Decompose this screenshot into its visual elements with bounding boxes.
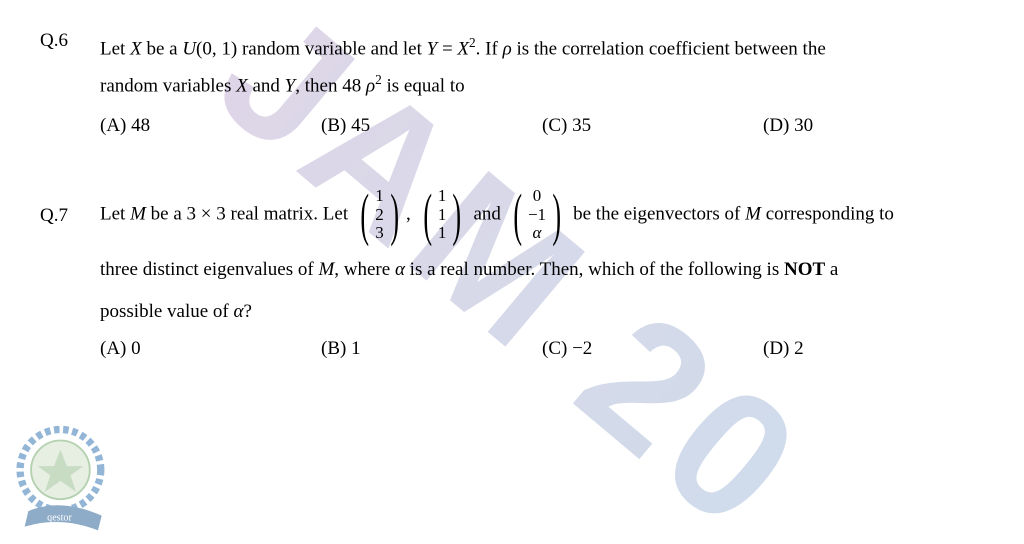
exponent: 2 bbox=[469, 35, 476, 50]
q6-option-d: (D) 30 bbox=[763, 115, 984, 137]
v1-1: 2 bbox=[375, 206, 384, 225]
v1-2: 3 bbox=[375, 224, 384, 243]
text: and bbox=[248, 76, 285, 97]
svg-text:qestor: qestor bbox=[47, 512, 72, 523]
text: = bbox=[437, 38, 457, 59]
text: . If bbox=[476, 38, 503, 59]
paren-right: ) bbox=[390, 192, 399, 238]
text: , where bbox=[334, 259, 395, 280]
exponent: 2 bbox=[375, 72, 382, 87]
text: is the correlation coefficient between t… bbox=[512, 38, 826, 59]
rho: ρ bbox=[503, 38, 512, 59]
text: Let bbox=[100, 38, 130, 59]
var-Y: Y bbox=[285, 76, 296, 97]
q6-option-b: (B) 45 bbox=[321, 115, 542, 137]
paren-right: ) bbox=[453, 192, 462, 238]
q7-options: (A) 0 (B) 1 (C) −2 (D) 2 bbox=[100, 338, 984, 360]
var-M: M bbox=[745, 203, 761, 224]
var-X: X bbox=[236, 76, 248, 97]
text: , bbox=[406, 203, 416, 224]
paren-left: ( bbox=[360, 192, 369, 238]
text: be a bbox=[142, 38, 183, 59]
var-X2: X bbox=[457, 38, 469, 59]
text: Let bbox=[100, 203, 130, 224]
paren-right: ) bbox=[552, 192, 561, 238]
text: , then 48 bbox=[295, 76, 366, 97]
text: three distinct eigenvalues of bbox=[100, 259, 318, 280]
rho: ρ bbox=[366, 76, 375, 97]
q6-body: Let X be a U(0, 1) random variable and l… bbox=[100, 30, 984, 105]
paren-left: ( bbox=[423, 192, 432, 238]
v2-2: 1 bbox=[438, 224, 447, 243]
v3-0: 0 bbox=[533, 187, 542, 206]
text: be a 3 × 3 real matrix. Let bbox=[146, 203, 353, 224]
q6-option-a: (A) 48 bbox=[100, 115, 321, 137]
q7-number: Q.7 bbox=[40, 187, 100, 227]
text: (0, 1) random variable and let bbox=[196, 38, 427, 59]
v3-1: −1 bbox=[528, 206, 546, 225]
text: is a real number. Then, which of the fol… bbox=[405, 259, 784, 280]
q7-body: Let M be a 3 × 3 real matrix. Let ( 1 2 … bbox=[100, 187, 984, 328]
var-M: M bbox=[130, 203, 146, 224]
q6-option-c: (C) 35 bbox=[542, 115, 763, 137]
text: is equal to bbox=[382, 76, 465, 97]
text: random variables bbox=[100, 76, 236, 97]
var-Y: Y bbox=[427, 38, 438, 59]
text: a bbox=[825, 259, 838, 280]
question-6: Q.6 Let X be a U(0, 1) random variable a… bbox=[40, 30, 984, 105]
dist-U: U bbox=[182, 38, 196, 59]
not-bold: NOT bbox=[784, 259, 825, 280]
var-M: M bbox=[318, 259, 334, 280]
question-7: Q.7 Let M be a 3 × 3 real matrix. Let ( … bbox=[40, 187, 984, 328]
q6-number: Q.6 bbox=[40, 30, 100, 52]
alpha: α bbox=[395, 259, 405, 280]
v3-2: α bbox=[533, 224, 542, 243]
alpha: α bbox=[234, 301, 244, 322]
paren-left: ( bbox=[513, 192, 522, 238]
text: possible value of bbox=[100, 301, 234, 322]
q6-options: (A) 48 (B) 45 (C) 35 (D) 30 bbox=[100, 115, 984, 137]
text: be the eigenvectors of bbox=[573, 203, 745, 224]
text: ? bbox=[244, 301, 252, 322]
v2-1: 1 bbox=[438, 206, 447, 225]
text: corresponding to bbox=[761, 203, 894, 224]
vector-1: ( 1 2 3 ) bbox=[355, 187, 404, 243]
q7-option-d: (D) 2 bbox=[763, 338, 984, 360]
v2-0: 1 bbox=[438, 187, 447, 206]
vector-3: ( 0 −1 α ) bbox=[508, 187, 567, 243]
v1-0: 1 bbox=[375, 187, 384, 206]
var-X: X bbox=[130, 38, 142, 59]
q7-option-a: (A) 0 bbox=[100, 338, 321, 360]
q7-option-b: (B) 1 bbox=[321, 338, 542, 360]
vector-2: ( 1 1 1 ) bbox=[418, 187, 467, 243]
text: and bbox=[469, 203, 506, 224]
q7-option-c: (C) −2 bbox=[542, 338, 763, 360]
seal-emblem: qestor bbox=[10, 424, 120, 534]
